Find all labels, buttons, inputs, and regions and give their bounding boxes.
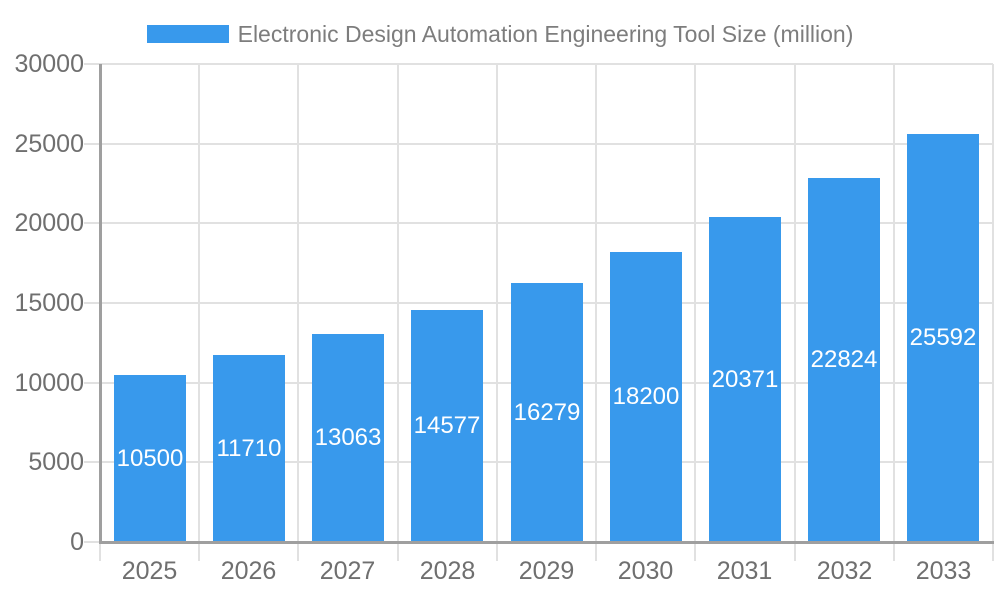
x-tick: [595, 543, 597, 561]
x-tick-label: 2031: [716, 557, 773, 585]
x-tick: [99, 543, 101, 561]
x-tick: [992, 543, 994, 561]
x-tick: [297, 543, 299, 561]
x-tick-label: 2028: [419, 557, 476, 585]
bar-value-label: 11710: [216, 435, 282, 462]
y-tick-label: 5000: [28, 448, 84, 476]
x-gridline: [297, 64, 299, 542]
bar-value-label: 16279: [513, 399, 581, 426]
x-tick: [397, 543, 399, 561]
bar[interactable]: [213, 355, 285, 541]
x-gridline: [496, 64, 498, 542]
bar-value-label: 14577: [413, 412, 481, 439]
y-tick-label: 0: [70, 528, 84, 556]
x-gridline: [397, 64, 399, 542]
y-tick-label: 25000: [14, 130, 84, 158]
y-tick-label: 30000: [14, 50, 84, 78]
y-tick: [84, 302, 100, 304]
y-tick-label: 10000: [14, 369, 84, 397]
bar-value-label: 22824: [810, 346, 878, 373]
x-tick-label: 2032: [816, 557, 873, 585]
x-gridline: [198, 64, 200, 542]
x-gridline: [694, 64, 696, 542]
bar-value-label: 13063: [314, 424, 382, 451]
x-gridline: [992, 64, 994, 542]
x-tick: [794, 543, 796, 561]
x-axis-line: [99, 541, 994, 544]
y-axis-line: [99, 64, 102, 544]
bar-value-label: 10500: [116, 445, 184, 472]
y-tick: [84, 461, 100, 463]
x-tick: [198, 543, 200, 561]
x-gridline: [595, 64, 597, 542]
legend: Electronic Design Automation Engineering…: [0, 20, 1000, 48]
bar[interactable]: [312, 334, 384, 541]
y-gridline: [100, 222, 993, 224]
bar-value-label: 25592: [909, 324, 977, 351]
bar[interactable]: [709, 217, 781, 541]
x-tick: [694, 543, 696, 561]
bar[interactable]: [511, 283, 583, 541]
x-tick-label: 2029: [518, 557, 575, 585]
x-tick-label: 2033: [915, 557, 972, 585]
legend-label: Electronic Design Automation Engineering…: [237, 21, 854, 47]
x-tick-label: 2030: [617, 557, 674, 585]
bar[interactable]: [411, 310, 483, 541]
y-tick: [84, 143, 100, 145]
y-tick: [84, 222, 100, 224]
y-tick: [84, 382, 100, 384]
bar[interactable]: [114, 375, 186, 541]
y-tick: [84, 63, 100, 65]
x-tick-label: 2025: [121, 557, 178, 585]
y-gridline: [100, 143, 993, 145]
y-tick-label: 15000: [14, 289, 84, 317]
x-tick-label: 2027: [319, 557, 376, 585]
bar-value-label: 18200: [612, 383, 680, 410]
bar[interactable]: [907, 134, 979, 541]
bar[interactable]: [808, 178, 880, 541]
x-gridline: [893, 64, 895, 542]
bar-value-label: 20371: [711, 366, 779, 393]
x-tick: [496, 543, 498, 561]
legend-marker-icon: [146, 25, 229, 43]
legend-item[interactable]: Electronic Design Automation Engineering…: [146, 20, 854, 48]
x-gridline: [794, 64, 796, 542]
y-tick-label: 20000: [14, 209, 84, 237]
x-tick-label: 2026: [220, 557, 277, 585]
bar[interactable]: [610, 252, 682, 541]
y-gridline: [100, 63, 993, 65]
y-tick: [84, 541, 100, 543]
x-tick: [893, 543, 895, 561]
